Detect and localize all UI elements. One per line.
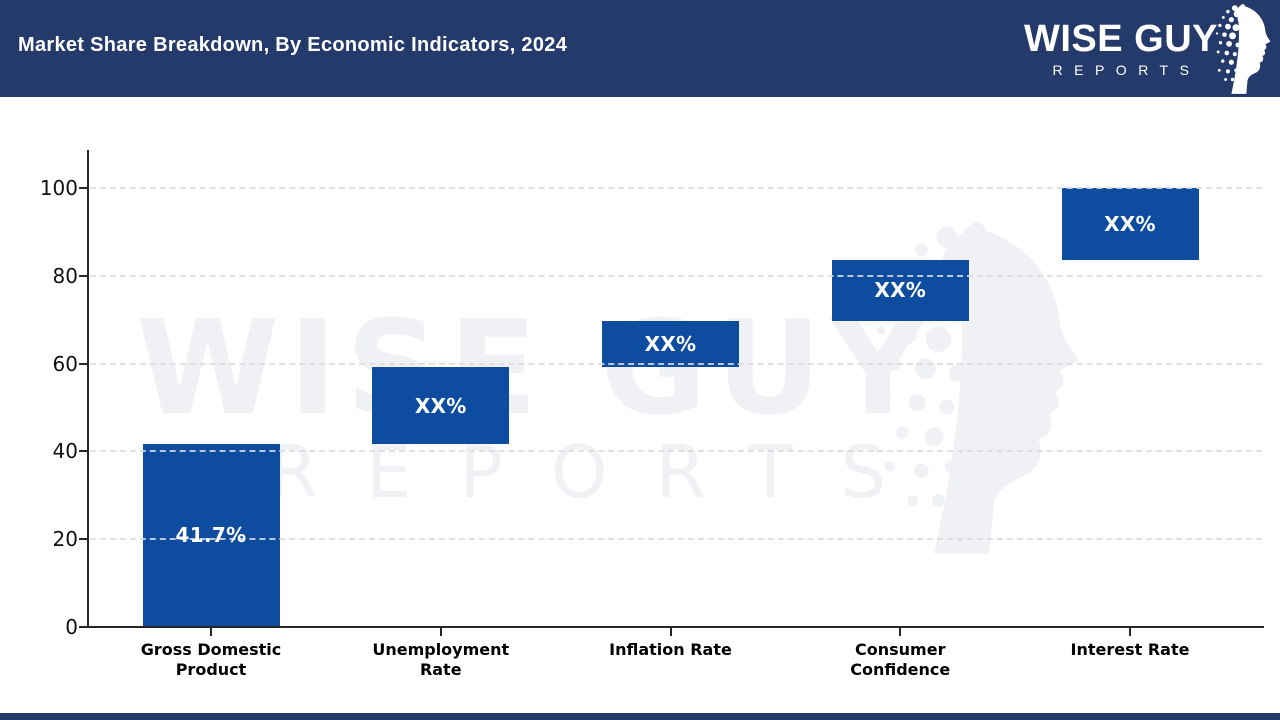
bar-value-label-inflation-rate: XX% xyxy=(644,331,697,356)
x-axis-tick-mark xyxy=(669,628,672,636)
bar-interest-rate xyxy=(1061,188,1199,260)
bar-gross-domestic-product xyxy=(142,443,280,627)
bar-value-label-gross-domestic-product: 41.7% xyxy=(175,523,247,548)
watermark-wordmark: WISE GUY xyxy=(136,292,934,444)
bar-inflation-rate xyxy=(602,320,739,368)
header-band: Market Share Breakdown, By Economic Indi… xyxy=(0,0,1280,97)
gridline-y-20 xyxy=(90,538,1262,541)
y-axis-tick-mark xyxy=(79,450,87,453)
bar-consumer-confidence xyxy=(831,259,969,321)
y-axis-tick-mark xyxy=(79,274,87,277)
y-axis-tick-label: 20 xyxy=(52,527,78,552)
bar-value-label-interest-rate: XX% xyxy=(1104,211,1156,236)
y-axis-tick-mark xyxy=(79,362,87,365)
x-axis-tick-mark xyxy=(899,628,902,636)
wise-guy-reports-logo: WISE GUY REPORTS xyxy=(1024,4,1278,94)
logo-text: WISE GUY REPORTS xyxy=(1024,20,1218,78)
x-axis-tick-mark xyxy=(439,628,442,636)
x-axis-category-label: Consumer Confidence xyxy=(850,640,951,679)
y-axis-tick-label: 0 xyxy=(65,615,78,639)
x-axis-category-label: Unemployment Rate xyxy=(372,640,510,679)
watermark-subtitle: REPORTS xyxy=(268,430,935,514)
footer-band xyxy=(0,713,1280,720)
y-axis-line xyxy=(87,150,89,626)
y-axis-tick-label: 60 xyxy=(52,351,78,376)
logo-wordmark: WISE GUY xyxy=(1023,18,1218,60)
gridline-y-80 xyxy=(90,274,1262,277)
gridline-y-60 xyxy=(90,362,1262,365)
y-axis-tick-label: 80 xyxy=(52,263,78,288)
gridline-y-100 xyxy=(90,187,1262,189)
y-axis-tick-mark xyxy=(79,626,87,628)
y-axis-tick-label: 40 xyxy=(52,439,78,464)
x-axis-tick-mark xyxy=(1129,628,1131,636)
head-profile-icon xyxy=(1202,3,1278,95)
bar-value-label-unemployment-rate: XX% xyxy=(414,393,467,418)
page-title: Market Share Breakdown, By Economic Indi… xyxy=(18,34,568,56)
x-axis-tick-mark xyxy=(210,628,212,636)
x-axis-category-label: Inflation Rate xyxy=(609,640,732,659)
y-axis-tick-mark xyxy=(79,187,87,189)
bar-chart-plot-area: 0 20 40 60 80 100 41.7% Gross Domestic Product X… xyxy=(0,97,1280,713)
x-axis-category-label: Interest Rate xyxy=(1070,640,1190,659)
x-axis-line xyxy=(87,626,1264,628)
bar-value-label-consumer-confidence: XX% xyxy=(874,278,927,303)
y-axis-tick-mark xyxy=(79,538,87,541)
x-axis-category-label: Gross Domestic Product xyxy=(140,640,282,679)
logo-subtitle: REPORTS xyxy=(1052,62,1201,78)
gridline-y-40 xyxy=(90,450,1262,453)
bar-unemployment-rate xyxy=(372,367,510,444)
y-axis-tick-label: 100 xyxy=(39,176,78,200)
